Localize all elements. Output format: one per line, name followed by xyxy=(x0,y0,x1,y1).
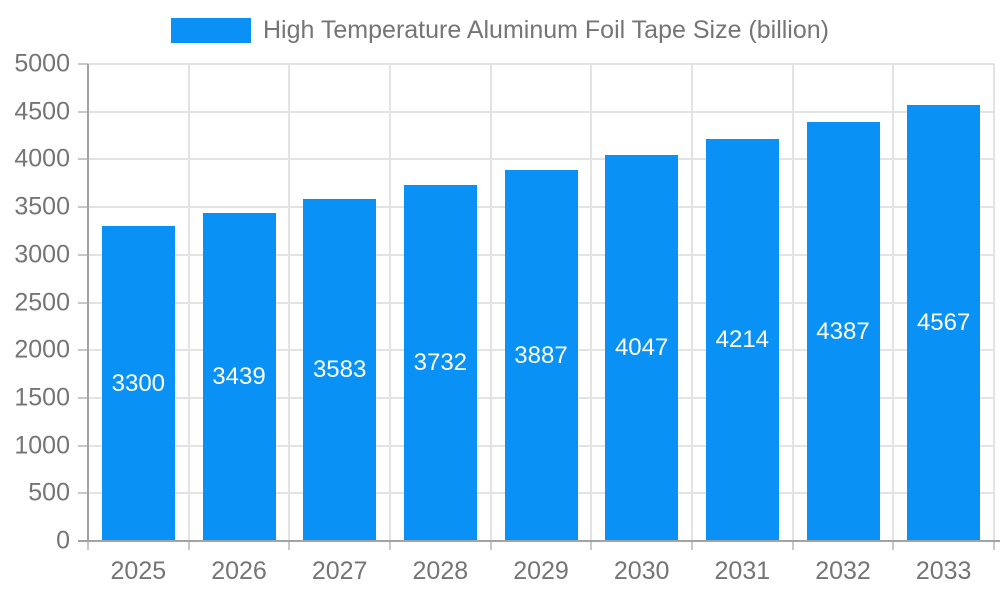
bar-2029[interactable]: 3887 xyxy=(504,170,578,541)
x-gridline xyxy=(691,64,693,541)
bar-value-label: 3583 xyxy=(312,356,367,384)
y-axis-tick xyxy=(78,206,88,209)
y-gridline xyxy=(88,63,994,65)
bar-value-label: 4567 xyxy=(916,309,971,337)
y-axis-label: 5000 xyxy=(14,49,70,78)
x-axis-tick xyxy=(389,542,391,550)
x-axis-tick xyxy=(892,542,895,550)
y-axis-tick xyxy=(78,301,88,304)
legend-swatch xyxy=(170,18,251,43)
bar-2025[interactable]: 3300 xyxy=(101,226,175,541)
bar-2027[interactable]: 3583 xyxy=(303,199,377,541)
x-axis-tick xyxy=(489,542,492,550)
x-axis-tick xyxy=(87,542,89,550)
bar-2028[interactable]: 3732 xyxy=(403,184,477,541)
y-axis-tick xyxy=(78,349,88,352)
x-axis-label-2025: 2025 xyxy=(110,557,167,585)
bar-2032[interactable]: 4387 xyxy=(806,122,880,541)
y-axis-label: 2000 xyxy=(14,335,70,364)
y-axis-tick xyxy=(78,492,88,495)
x-axis-tick xyxy=(288,542,291,550)
y-axis-label: 3500 xyxy=(14,192,70,221)
y-axis-tick xyxy=(78,158,88,161)
x-gridline xyxy=(288,64,291,541)
y-axis-label: 4500 xyxy=(14,97,70,126)
bar-value-label: 4387 xyxy=(816,317,870,345)
y-axis-label: 3000 xyxy=(14,240,70,269)
y-axis-label: 0 xyxy=(56,526,70,555)
y-axis-label: 1000 xyxy=(14,431,70,460)
x-gridline xyxy=(993,64,995,541)
x-gridline xyxy=(892,64,895,541)
y-axis-label: 2500 xyxy=(14,288,70,316)
bar-2033[interactable]: 4567 xyxy=(907,105,981,541)
x-gridline xyxy=(791,64,794,541)
plot-area: 0 500 1000 1500 2000 2500 3000 3500 4000 4500 5000… xyxy=(14,50,1000,585)
bar-value-label: 3439 xyxy=(212,362,266,390)
y-axis-tick xyxy=(78,444,88,447)
x-axis-label-2033: 2033 xyxy=(915,557,972,585)
bar-value-label: 3732 xyxy=(413,348,468,376)
x-axis-label-2027: 2027 xyxy=(311,557,368,585)
bar-2030[interactable]: 4047 xyxy=(605,154,679,541)
y-gridline xyxy=(88,158,994,161)
y-axis-tick xyxy=(78,63,88,65)
x-axis-label-2031: 2031 xyxy=(714,557,771,585)
bar-value-label: 3887 xyxy=(514,341,568,369)
y-axis-tick xyxy=(78,110,88,113)
bar-value-label: 4047 xyxy=(614,333,669,361)
x-gridline xyxy=(590,64,593,541)
x-axis-tick xyxy=(993,542,995,550)
bar-2031[interactable]: 4214 xyxy=(705,139,779,541)
y-axis-label: 500 xyxy=(28,478,70,507)
y-axis-tick xyxy=(78,396,88,399)
y-axis-label: 4000 xyxy=(14,144,70,173)
x-axis-tick xyxy=(791,542,794,550)
x-axis-line xyxy=(78,540,1000,542)
y-gridline xyxy=(88,110,994,113)
chart-legend[interactable]: High Temperature Aluminum Foil Tape Size… xyxy=(170,16,830,45)
x-gridline xyxy=(489,64,492,541)
x-gridline xyxy=(389,64,391,541)
x-axis-tick xyxy=(691,542,693,550)
x-gridline xyxy=(187,64,190,541)
y-axis-line xyxy=(87,64,89,541)
bar-value-label: 3300 xyxy=(111,369,166,397)
x-axis-label-2032: 2032 xyxy=(815,557,871,585)
x-axis-tick xyxy=(187,542,190,550)
x-axis-label-2026: 2026 xyxy=(211,557,267,585)
x-axis-tick xyxy=(590,542,593,550)
x-axis-label-2029: 2029 xyxy=(513,557,569,585)
x-axis-label-2030: 2030 xyxy=(613,557,670,585)
legend-label: High Temperature Aluminum Foil Tape Size… xyxy=(262,16,830,44)
y-axis-label: 1500 xyxy=(14,383,70,412)
y-axis-tick xyxy=(78,253,88,256)
bar-value-label: 4214 xyxy=(715,326,770,353)
x-axis-label-2028: 2028 xyxy=(412,557,469,585)
bar-2026[interactable]: 3439 xyxy=(202,212,276,541)
